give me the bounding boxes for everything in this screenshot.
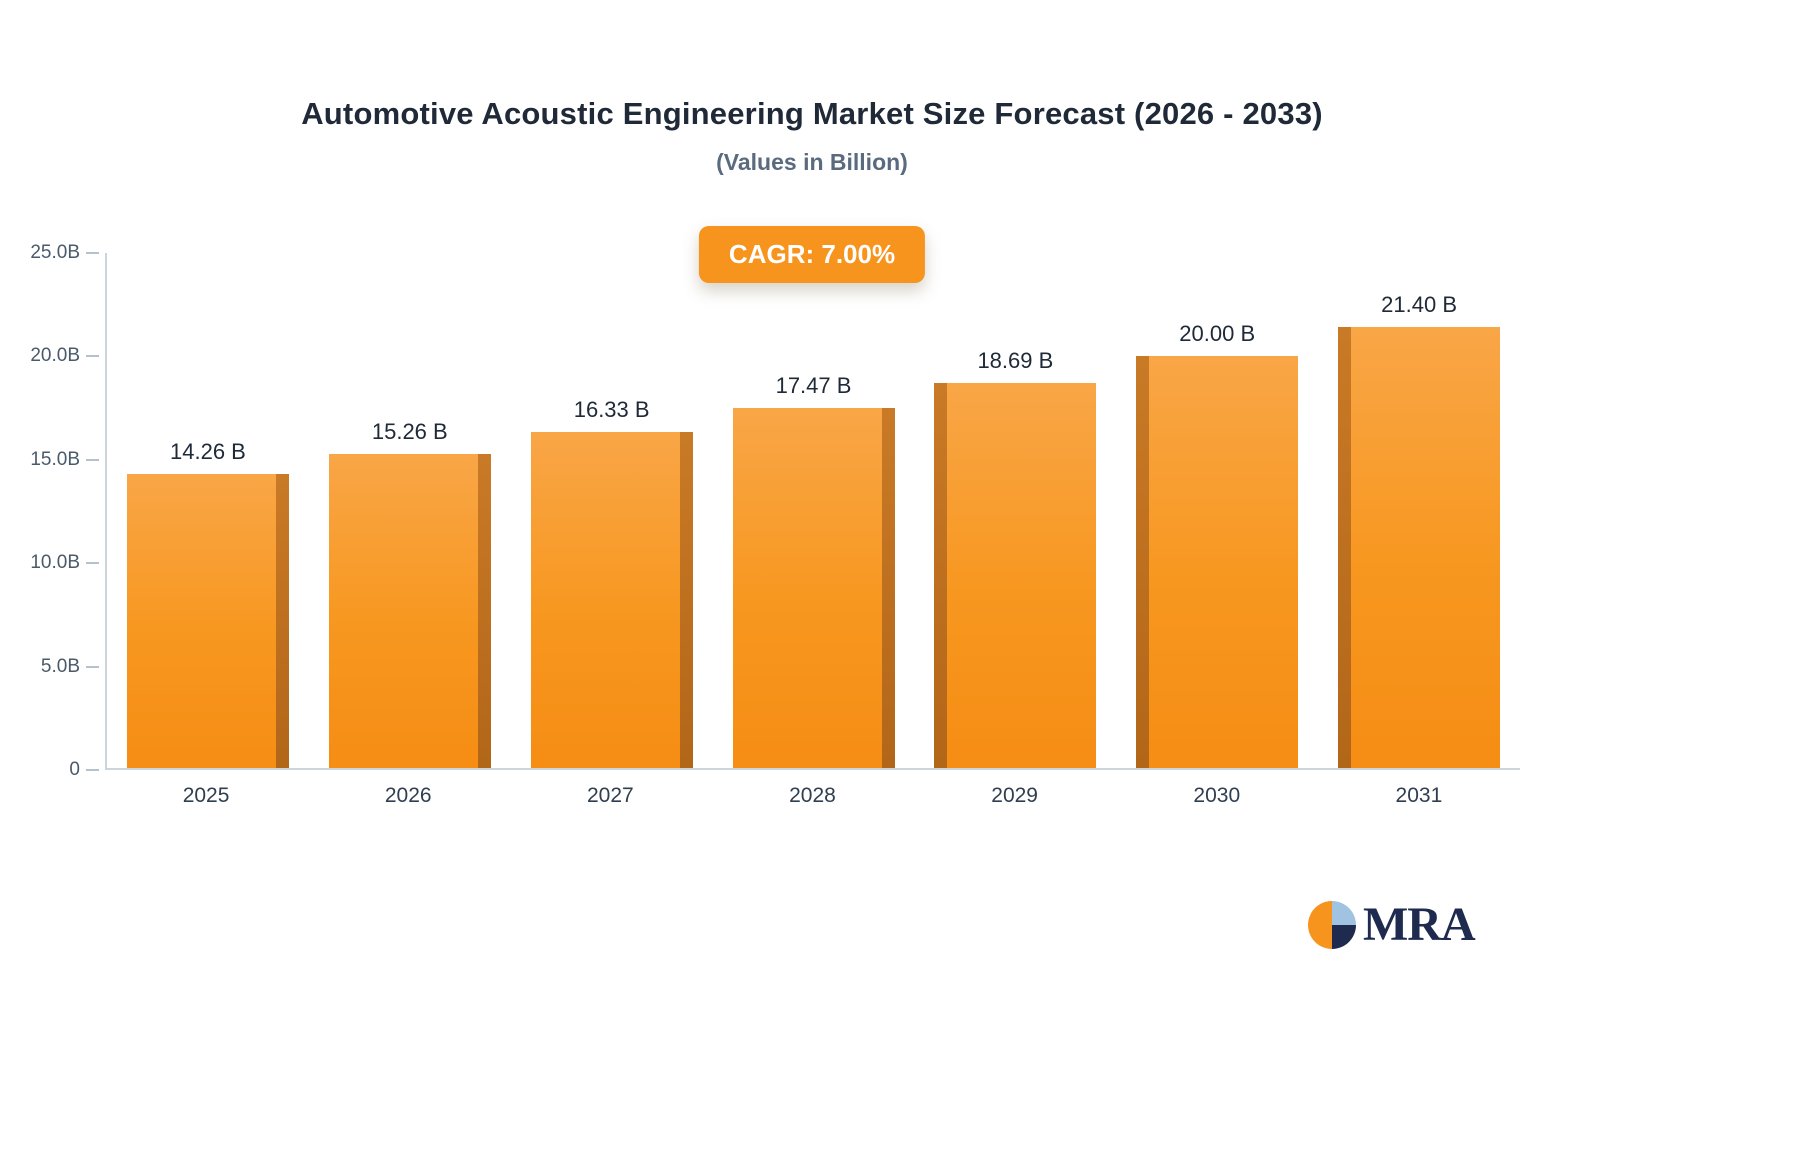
x-axis-label: 2027	[586, 784, 634, 807]
bar-side-shade	[1136, 356, 1150, 768]
bar-side-shade	[275, 474, 289, 768]
bar	[732, 408, 895, 768]
x-axis-label: 2030	[1193, 784, 1241, 807]
chart-subtitle: (Values in Billion)	[716, 149, 908, 175]
bar-side-shade	[679, 431, 693, 768]
bar-side-shade	[934, 383, 948, 768]
y-axis-tick	[86, 459, 99, 461]
x-axis-label: 2029	[991, 784, 1038, 807]
bar-group: 14.26 B	[107, 253, 309, 768]
bar-value-label: 18.69 B	[977, 348, 1054, 373]
bar	[1136, 356, 1299, 768]
mra-logo-text: MRA	[1363, 898, 1476, 951]
bar-group: 16.33 B	[511, 253, 713, 768]
bar-value-label: 14.26 B	[170, 439, 246, 465]
bar-side-shade	[881, 408, 895, 768]
bar-side-shade	[477, 453, 491, 768]
plot-area: 14.26 B 15.26 B 16.33 B 17.47 B 18.69 B …	[105, 253, 1520, 770]
y-axis-label: 10.0B	[30, 552, 80, 573]
bar-group: 15.26 B	[309, 253, 511, 768]
y-axis-tick	[86, 769, 99, 771]
bar-value-label: 15.26 B	[371, 418, 448, 444]
mra-logo: MRA	[1305, 898, 1476, 952]
y-axis-tick	[86, 666, 99, 668]
y-axis-label: 20.0B	[30, 345, 80, 366]
cagr-badge: CAGR: 7.00%	[698, 226, 926, 283]
bar	[126, 474, 289, 768]
bar-group: 18.69 B	[914, 253, 1116, 768]
y-axis-label: 15.0B	[30, 449, 80, 470]
y-axis-tick	[86, 355, 99, 357]
y-axis-label: 0	[69, 759, 80, 780]
x-axis-label: 2031	[1395, 784, 1443, 807]
bar	[934, 383, 1097, 768]
x-axis-label: 2028	[789, 784, 836, 807]
y-axis-label: 5.0B	[40, 656, 80, 677]
bar-value-label: 21.40 B	[1381, 292, 1457, 318]
bars-row: 14.26 B 15.26 B 16.33 B 17.47 B 18.69 B …	[107, 253, 1520, 768]
chart-title: Automotive Acoustic Engineering Market S…	[301, 96, 1323, 131]
x-axis-label: 2025	[182, 784, 230, 807]
y-axis-tick	[86, 562, 99, 564]
bar-value-label: 16.33 B	[573, 396, 650, 422]
bar-side-shade	[1338, 327, 1352, 768]
y-axis-label: 25.0B	[30, 242, 80, 263]
mra-logo-pie-icon	[1308, 901, 1356, 949]
bar	[1338, 327, 1501, 768]
x-axis-labels: 2025 2026 2027 2028 2029 2030 2031	[105, 784, 1520, 808]
y-axis-tick	[86, 252, 99, 254]
bar-value-label: 17.47 B	[775, 373, 852, 399]
bar-value-label: 20.00 B	[1179, 321, 1256, 346]
bar-group: 20.00 B	[1116, 253, 1318, 768]
bar-group: 17.47 B	[713, 253, 915, 768]
bar-group: 21.40 B	[1318, 253, 1520, 768]
x-axis-label: 2026	[384, 784, 432, 807]
bar	[530, 431, 693, 768]
bar	[328, 453, 491, 768]
